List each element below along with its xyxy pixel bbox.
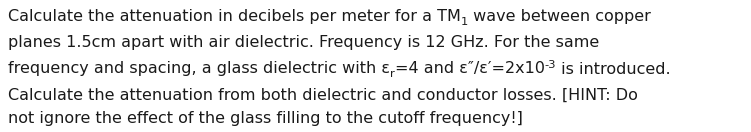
Text: wave between copper: wave between copper — [468, 10, 651, 25]
Text: is introduced.: is introduced. — [556, 62, 671, 77]
Text: -3: -3 — [544, 60, 556, 70]
Text: Calculate the attenuation from both dielectric and conductor losses. [HINT: Do: Calculate the attenuation from both diel… — [8, 88, 638, 103]
Text: =4 and ε″/ε′=2x10: =4 and ε″/ε′=2x10 — [395, 62, 544, 77]
Text: 1: 1 — [461, 17, 468, 27]
Text: planes 1.5cm apart with air dielectric. Frequency is 12 GHz. For the same: planes 1.5cm apart with air dielectric. … — [8, 36, 599, 51]
Text: frequency and spacing, a glass dielectric with ε: frequency and spacing, a glass dielectri… — [8, 62, 390, 77]
Text: Calculate the attenuation in decibels per meter for a TM: Calculate the attenuation in decibels pe… — [8, 10, 461, 25]
Text: r: r — [390, 69, 395, 79]
Text: not ignore the effect of the glass filling to the cutoff frequency!]: not ignore the effect of the glass filli… — [8, 112, 523, 126]
